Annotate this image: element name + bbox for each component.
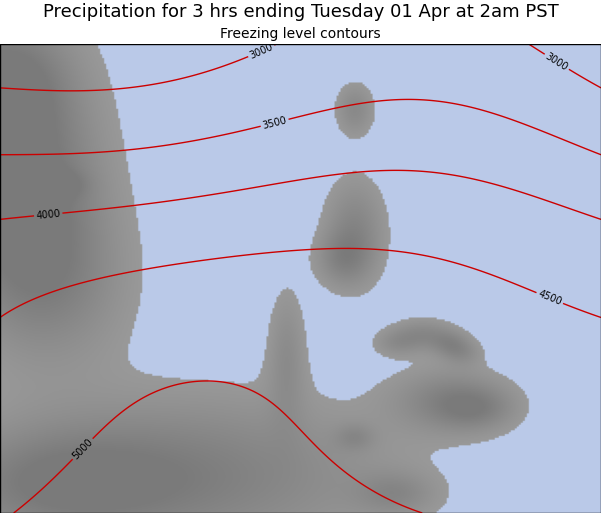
Text: 3000: 3000	[248, 42, 275, 61]
Text: 5000: 5000	[70, 437, 95, 461]
Text: 4500: 4500	[537, 289, 563, 307]
Text: 3000: 3000	[544, 51, 570, 72]
Text: Precipitation for 3 hrs ending Tuesday 01 Apr at 2am PST: Precipitation for 3 hrs ending Tuesday 0…	[43, 3, 558, 21]
Text: Freezing level contours: Freezing level contours	[220, 27, 381, 41]
Bar	[0, 44, 601, 513]
Text: 4000: 4000	[35, 208, 61, 221]
Text: 3500: 3500	[261, 115, 288, 131]
